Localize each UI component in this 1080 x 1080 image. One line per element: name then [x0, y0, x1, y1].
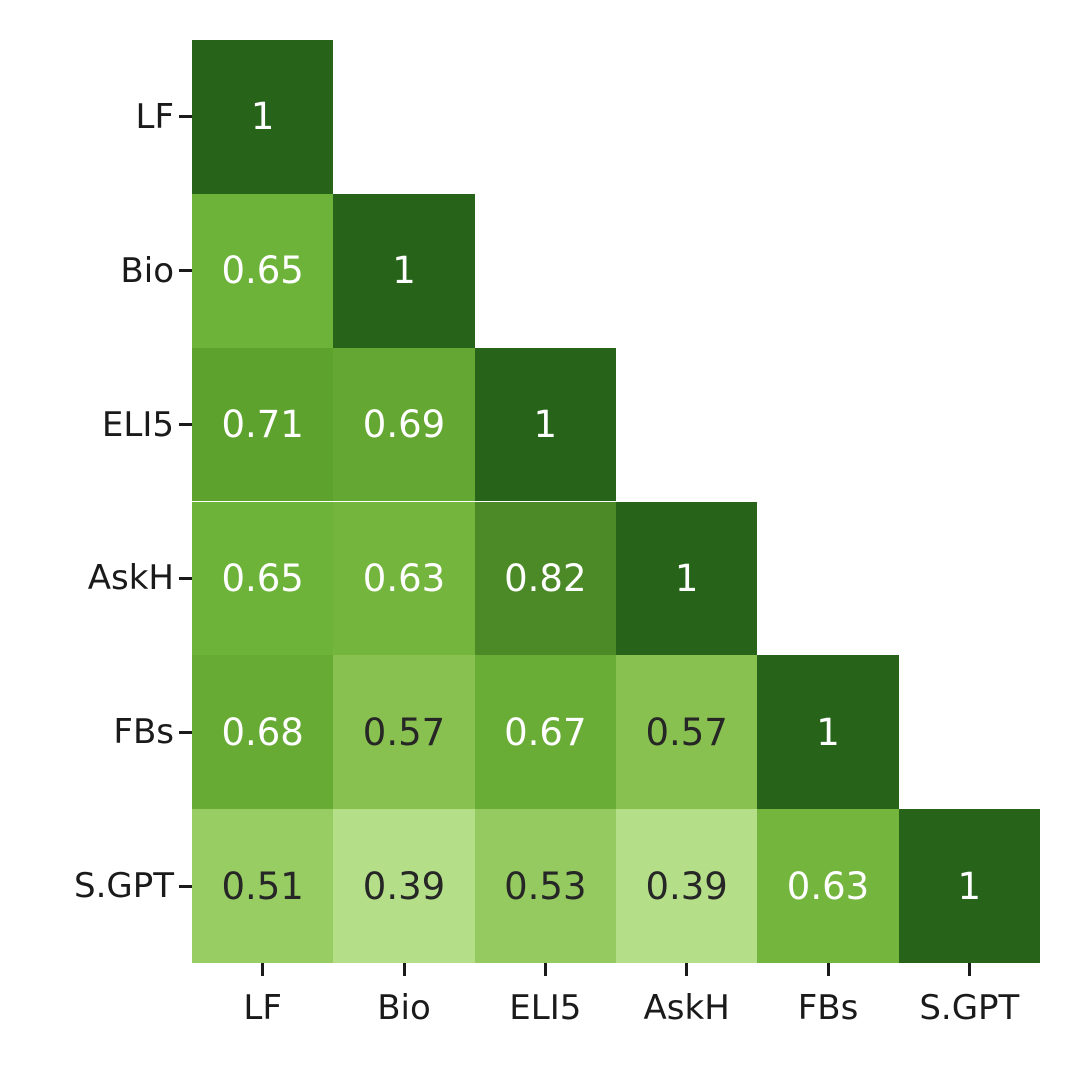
y-tick-label: AskH — [87, 558, 174, 599]
x-tick-mark — [967, 963, 971, 976]
cell-value-label: 0.68 — [221, 710, 304, 754]
y-tick-label: S.GPT — [73, 866, 174, 907]
x-tick-mark — [402, 963, 406, 976]
cell-value-label: 1 — [816, 710, 840, 754]
heatmap-cell: 1 — [757, 655, 899, 810]
heatmap-cell: 0.65 — [192, 501, 334, 656]
heatmap-cell: 1 — [192, 40, 334, 194]
heatmap-cell: 0.67 — [474, 655, 616, 810]
cell-value-label: 0.65 — [221, 556, 304, 600]
x-tick-mark — [261, 963, 265, 976]
heatmap-cell: 0.69 — [333, 347, 475, 502]
heatmap-cell: 0.39 — [616, 809, 758, 963]
x-tick-label: FBs — [797, 988, 859, 1028]
heatmap-grid: 1 0.65 1 0.71 0.69 1 0.65 0.63 0.82 1 0.68 0.57 0.67… — [192, 40, 1040, 963]
heatmap-cell: 0.68 — [192, 655, 334, 810]
heatmap-cell: 0.71 — [192, 347, 334, 502]
cell-value-label: 1 — [674, 556, 699, 600]
cell-value-label: 0.57 — [645, 710, 728, 754]
y-tick-mark — [179, 423, 192, 427]
x-tick-label: Bio — [377, 988, 431, 1028]
cell-value-label: 0.69 — [362, 403, 446, 447]
cell-value-label: 1 — [250, 95, 275, 139]
x-tick-label: LF — [243, 988, 282, 1028]
y-tick-label: Bio — [120, 250, 174, 291]
cell-value-label: 0.65 — [221, 249, 304, 293]
x-tick-label: AskH — [643, 988, 730, 1028]
heatmap-cell: 0.65 — [192, 193, 334, 348]
heatmap-cell: 0.82 — [474, 501, 616, 656]
heatmap-cell: 0.57 — [616, 655, 758, 810]
cell-value-label: 0.39 — [645, 864, 728, 908]
y-tick-label: FBs — [113, 712, 174, 753]
heatmap-cell: 0.57 — [333, 655, 475, 810]
heatmap-cell: 0.63 — [333, 501, 475, 656]
x-tick-label: S.GPT — [919, 988, 1020, 1028]
heatmap-cell: 0.39 — [333, 809, 475, 963]
y-tick-mark — [179, 576, 192, 580]
y-tick-mark — [179, 884, 192, 888]
heatmap-cell: 1 — [474, 347, 616, 502]
cell-value-label: 0.63 — [362, 556, 446, 600]
cell-value-label: 0.57 — [362, 710, 446, 754]
y-tick-label: LF — [135, 96, 175, 137]
y-tick-mark — [179, 115, 192, 119]
cell-value-label: 0.39 — [362, 864, 446, 908]
y-tick-label: ELI5 — [101, 404, 174, 445]
x-tick-mark — [826, 963, 830, 976]
cell-value-label: 0.63 — [786, 864, 870, 908]
y-tick-mark — [179, 730, 192, 734]
x-tick-label: ELI5 — [509, 988, 582, 1028]
heatmap-cell: 1 — [898, 809, 1040, 963]
cell-value-label: 1 — [392, 249, 416, 293]
heatmap-cell: 1 — [333, 193, 475, 348]
x-tick-mark — [685, 963, 689, 976]
cell-value-label: 0.53 — [504, 864, 587, 908]
y-tick-mark — [179, 269, 192, 273]
cell-value-label: 1 — [533, 403, 558, 447]
heatmap-cell: 0.63 — [757, 809, 899, 963]
cell-value-label: 0.82 — [504, 556, 587, 600]
cell-value-label: 0.67 — [504, 710, 587, 754]
heatmap-cell: 0.51 — [192, 809, 334, 963]
x-tick-mark — [543, 963, 547, 976]
cell-value-label: 0.71 — [221, 403, 304, 447]
cell-value-label: 1 — [957, 864, 982, 908]
cell-value-label: 0.51 — [221, 864, 304, 908]
heatmap-cell: 0.53 — [474, 809, 616, 963]
heatmap-cell: 1 — [616, 501, 758, 656]
